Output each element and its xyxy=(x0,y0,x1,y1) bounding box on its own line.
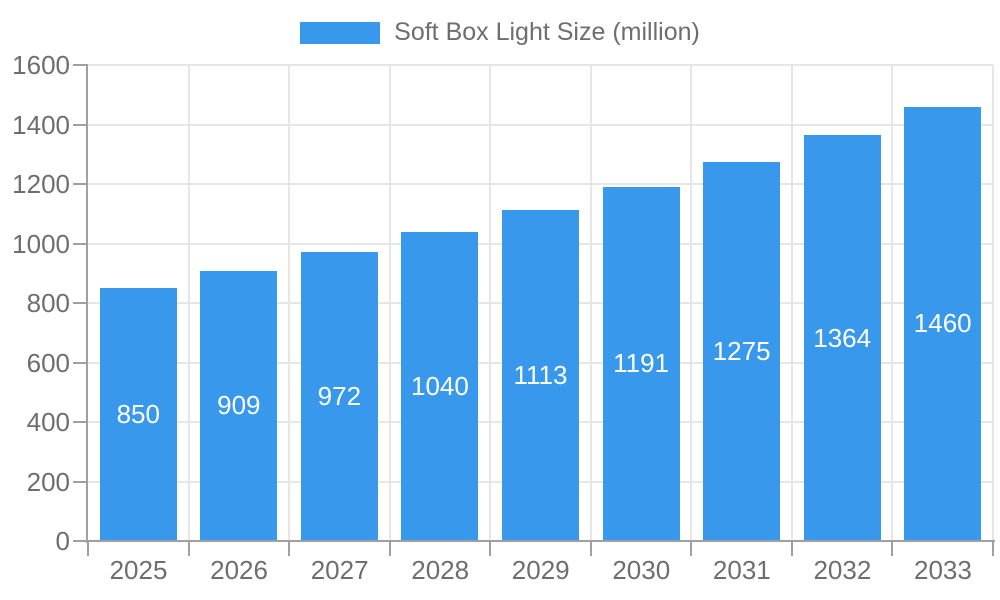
x-gridline xyxy=(690,65,693,541)
bar-2029[interactable]: 1113 xyxy=(502,209,579,541)
bar-value-label: 1275 xyxy=(712,335,771,366)
x-tick-label: 2030 xyxy=(612,555,671,585)
x-gridline xyxy=(388,65,391,541)
y-tick-label: 1200 xyxy=(12,169,70,199)
x-gridline xyxy=(790,65,793,541)
y-axis-tick xyxy=(73,302,88,304)
plot-area: 850 909 972 1040 1113 1191 1275 1364 1460 xyxy=(88,64,994,541)
x-gridline xyxy=(589,65,592,541)
legend-label: Soft Box Light Size (million) xyxy=(394,18,700,46)
x-axis-tick xyxy=(489,541,492,556)
x-axis-tick xyxy=(288,541,291,556)
x-axis-tick xyxy=(690,541,693,556)
x-tick-label: 2028 xyxy=(411,555,470,585)
bar-2026[interactable]: 909 xyxy=(200,270,278,541)
x-gridline xyxy=(489,65,492,541)
y-axis-tick xyxy=(73,480,88,483)
y-tick-label: 0 xyxy=(55,526,70,556)
legend-swatch xyxy=(300,21,381,44)
y-gridline xyxy=(88,123,993,126)
x-tick-label: 2025 xyxy=(109,555,168,585)
bar-value-label: 909 xyxy=(217,390,261,421)
x-tick-label: 2031 xyxy=(712,555,771,585)
x-tick-label: 2032 xyxy=(813,555,872,585)
x-axis-tick xyxy=(891,541,894,556)
x-gridline xyxy=(992,65,994,541)
bar-value-label: 972 xyxy=(317,380,362,411)
x-axis-tick xyxy=(790,541,793,556)
y-tick-label: 1400 xyxy=(12,109,70,140)
y-tick-label: 600 xyxy=(26,347,70,378)
y-axis-tick xyxy=(73,421,88,423)
bar-2033[interactable]: 1460 xyxy=(904,106,982,541)
bar-value-label: 850 xyxy=(116,399,160,430)
y-axis-tick xyxy=(73,242,88,245)
y-tick-label: 1000 xyxy=(12,228,70,259)
bar-value-label: 1364 xyxy=(813,322,872,353)
x-tick-label: 2026 xyxy=(210,555,268,585)
y-tick-label: 1600 xyxy=(12,50,70,80)
y-gridline xyxy=(88,64,993,66)
y-tick-label: 200 xyxy=(26,466,70,497)
x-gridline xyxy=(187,65,190,541)
x-gridline xyxy=(891,65,894,541)
y-tick-label: 800 xyxy=(26,288,70,318)
bar-value-label: 1191 xyxy=(613,348,669,379)
bar-value-label: 1113 xyxy=(513,359,568,390)
x-axis-tick xyxy=(87,541,89,556)
bar-2025[interactable]: 850 xyxy=(99,288,177,541)
bar-2030[interactable]: 1191 xyxy=(602,186,680,541)
bar-2027[interactable]: 972 xyxy=(300,251,378,541)
x-axis-tick xyxy=(388,541,391,556)
x-axis-line xyxy=(86,540,995,542)
y-axis-tick xyxy=(73,123,88,126)
y-axis-line xyxy=(86,65,88,543)
bar-value-label: 1040 xyxy=(411,370,469,401)
y-axis-tick xyxy=(73,361,88,364)
x-axis-tick xyxy=(187,541,190,556)
x-tick-label: 2029 xyxy=(511,555,570,585)
bar-2032[interactable]: 1364 xyxy=(803,135,881,541)
x-axis-tick xyxy=(589,541,592,556)
x-tick-label: 2027 xyxy=(310,555,369,585)
bar-2028[interactable]: 1040 xyxy=(401,231,479,541)
y-tick-label: 400 xyxy=(26,407,70,437)
y-axis-tick xyxy=(73,540,88,542)
chart-legend[interactable]: Soft Box Light Size (million) xyxy=(0,20,1000,45)
y-axis-tick xyxy=(73,183,88,185)
x-axis-tick xyxy=(992,541,994,556)
bar-value-label: 1460 xyxy=(913,308,972,339)
bar-2031[interactable]: 1275 xyxy=(703,161,781,541)
y-gridline xyxy=(88,183,993,185)
x-gridline xyxy=(288,65,291,541)
x-tick-label: 2033 xyxy=(914,555,972,585)
y-axis-tick xyxy=(73,64,88,66)
